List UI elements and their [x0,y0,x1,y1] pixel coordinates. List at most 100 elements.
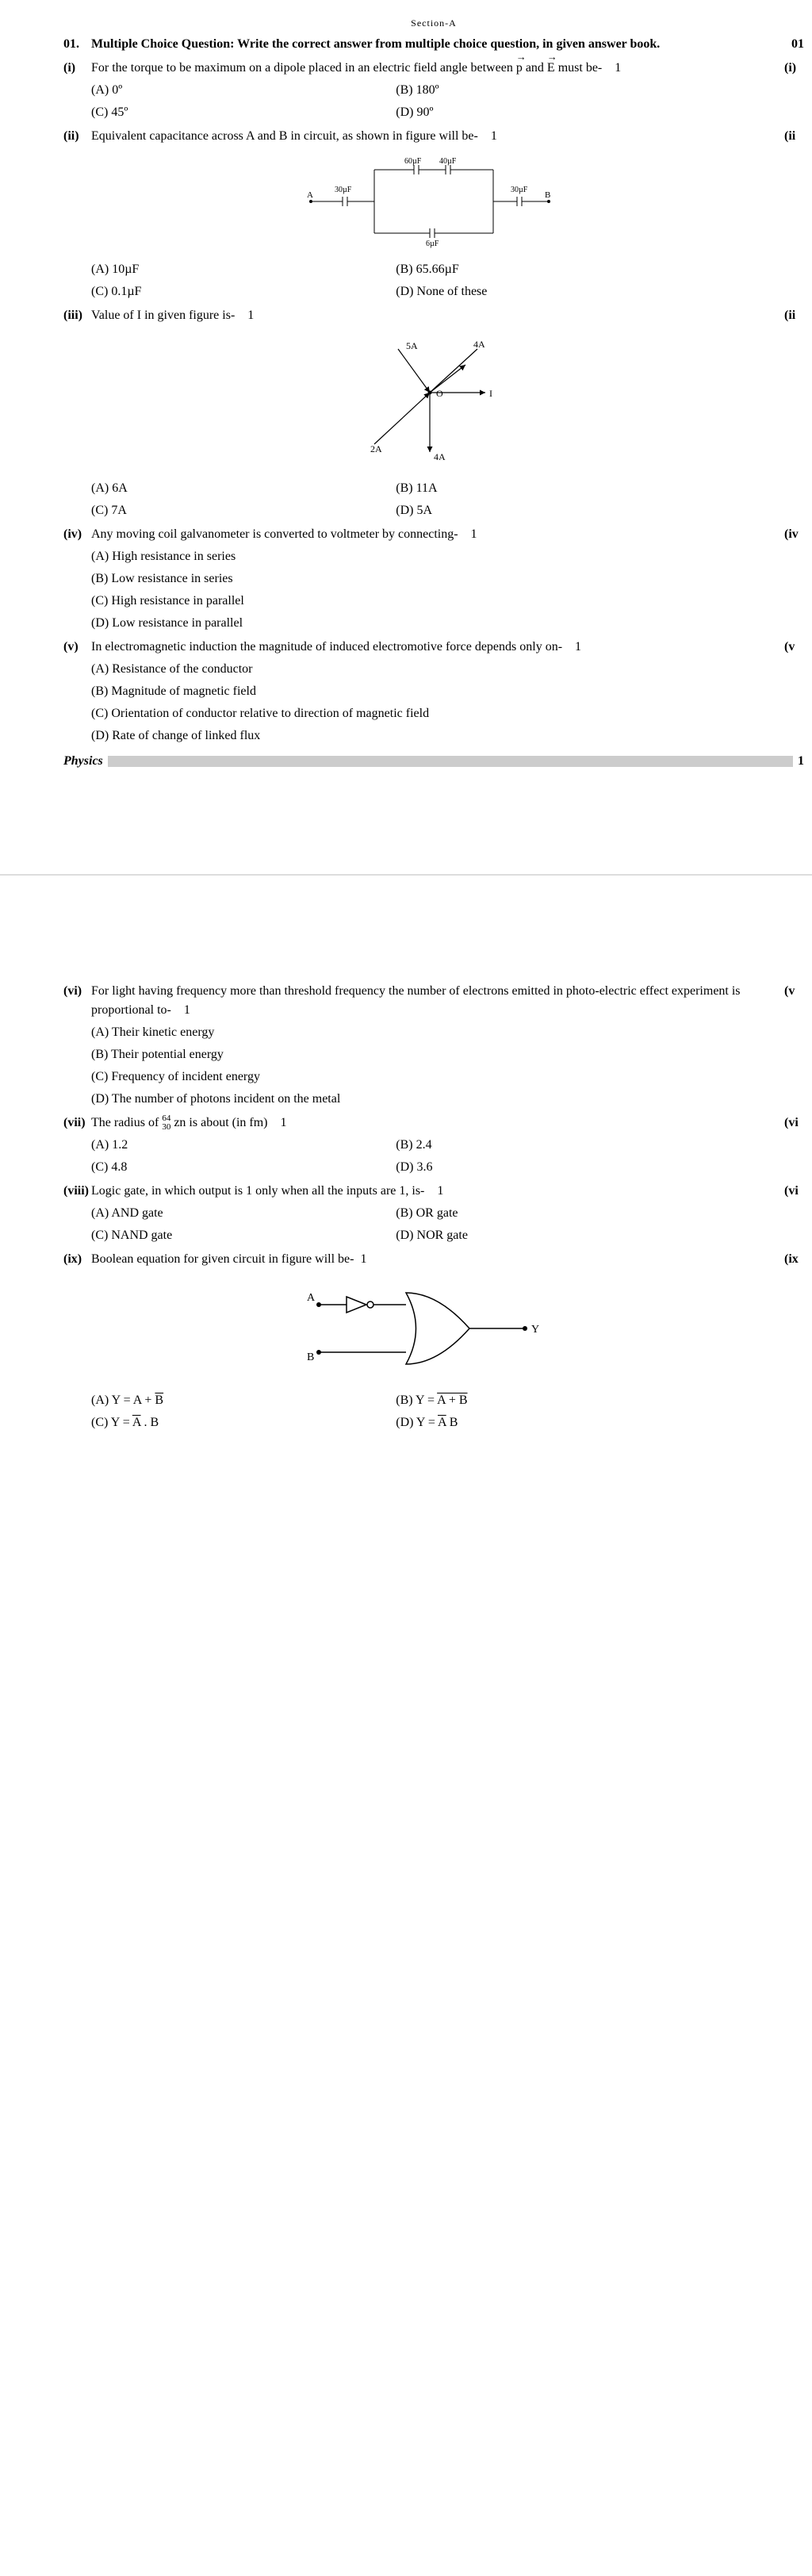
question-viii: (viii) Logic gate, in which output is 1 … [63,1182,804,1245]
q6-marks: 1 [184,1003,190,1017]
q4-opt-d: (D) Low resistance in parallel [91,614,768,633]
sub-num: (vi) [63,982,91,1109]
gate-svg: A B Y [303,1277,557,1380]
page-marks: 1 [798,752,804,771]
subject-label: Physics [63,752,103,771]
svg-text:40µF: 40µF [439,157,457,166]
svg-text:5A: 5A [406,340,418,351]
main-question-header: 01. Multiple Choice Question: Write the … [63,35,804,54]
q2-opt-d: (D) None of these [396,282,700,301]
svg-text:30µF: 30µF [511,186,528,194]
q6-opt-a: (A) Their kinetic energy [91,1023,768,1042]
q4-opt-b: (B) Low resistance in series [91,569,768,588]
svg-text:30µF: 30µF [335,186,352,194]
q4-text: Any moving coil galvanometer is converte… [91,527,458,541]
q9-opt-c: (C) Y = A . B [91,1413,396,1432]
q6-right: (v [784,982,804,1109]
sub-num: (v) [63,638,91,746]
question-ix: (ix) Boolean equation for given circuit … [63,1250,804,1432]
q2-opt-b: (B) 65.66µF [396,260,700,279]
q9-right: (ix [784,1250,804,1432]
circuit-svg: A B 30µF 60µF 40µF 30µF 6µF [303,154,557,249]
progress-bar [108,756,793,767]
question-iii: (iii) Value of I in given figure is- 1 [63,306,804,520]
q1-opt-c: (C) 45º [91,103,396,122]
q9-marks: 1 [360,1252,366,1266]
sub-num: (i) [63,59,91,122]
q6-opt-c: (C) Frequency of incident energy [91,1068,768,1087]
q1-text-c: must be- [558,61,603,75]
q4-opt-c: (C) High resistance in parallel [91,592,768,611]
q-number: 01. [63,35,91,54]
q7-opt-c: (C) 4.8 [91,1158,396,1177]
q8-marks: 1 [437,1184,443,1198]
q1-marks: 1 [615,61,621,75]
q7-text-b: zn is about (in fm) [174,1116,267,1129]
q2-text: Equivalent capacitance across A and B in… [91,129,478,143]
q4-opt-a: (A) High resistance in series [91,547,768,566]
svg-text:60µF: 60µF [404,157,422,166]
q8-right: (vi [784,1182,804,1245]
q7-opt-b: (B) 2.4 [396,1136,700,1155]
svg-text:I: I [489,388,492,399]
q1-text-a: For the torque to be maximum on a dipole… [91,61,516,75]
q3-marks: 1 [247,309,254,322]
page-break [63,771,804,977]
svg-text:B: B [307,1351,314,1363]
q-marks: 01 [791,35,804,54]
q8-text: Logic gate, in which output is 1 only wh… [91,1184,424,1198]
question-ii: (ii) Equivalent capacitance across A and… [63,127,804,301]
svg-text:4A: 4A [473,339,485,350]
q3-right: (ii [784,306,804,520]
q7-right: (vi [784,1114,804,1177]
svg-text:O: O [436,388,443,399]
sub-num: (viii) [63,1182,91,1245]
svg-text:B: B [545,190,550,200]
sub-num: (vii) [63,1114,91,1177]
svg-text:A: A [307,190,313,200]
q2-opt-c: (C) 0.1µF [91,282,396,301]
q5-opt-d: (D) Rate of change of linked flux [91,726,768,746]
q1-right: (i) [784,59,804,122]
q8-opt-c: (C) NAND gate [91,1226,396,1245]
q1-opt-b: (B) 180º [396,81,700,100]
q5-opt-c: (C) Orientation of conductor relative to… [91,704,768,723]
q3-opt-b: (B) 11A [396,479,700,498]
q1-text-b: and [526,61,547,75]
q9-opt-a: (A) Y = A + B [91,1391,396,1410]
q4-right: (iv [784,525,804,633]
svg-text:A: A [307,1292,316,1304]
current-node-figure: O 5A 4A I 2A 4A [91,333,768,468]
subject-bar: Physics 1 [63,752,804,771]
q6-opt-b: (B) Their potential energy [91,1045,768,1064]
q3-text: Value of I in given figure is- [91,309,235,322]
q2-right: (ii [784,127,804,301]
q8-opt-b: (B) OR gate [396,1204,700,1223]
logic-gate-figure: A B Y [91,1277,768,1380]
section-label: Section-A [411,17,457,29]
q7-opt-d: (D) 3.6 [396,1158,700,1177]
sub-num: (ix) [63,1250,91,1432]
q3-opt-c: (C) 7A [91,501,396,520]
question-vi: (vi) For light having frequency more tha… [63,982,804,1109]
current-svg: O 5A 4A I 2A 4A [343,333,517,468]
q1-opt-a: (A) 0º [91,81,396,100]
q5-opt-b: (B) Magnitude of magnetic field [91,682,768,701]
question-vii: (vii) The radius of 64 30 zn is about (i… [63,1114,804,1177]
q2-opt-a: (A) 10µF [91,260,396,279]
q9-opt-d: (D) Y = A B [396,1413,700,1432]
nuclide-sub: 30 [162,1123,170,1132]
q7-marks: 1 [281,1116,287,1129]
q5-marks: 1 [575,640,581,654]
question-iv: (iv) Any moving coil galvanometer is con… [63,525,804,633]
question-i: (i) For the torque to be maximum on a di… [63,59,804,122]
q5-text: In electromagnetic induction the magnitu… [91,640,562,654]
q-title: Multiple Choice Question: Write the corr… [91,35,776,54]
q7-text-a: The radius of [91,1116,162,1129]
sub-num: (iv) [63,525,91,633]
q2-marks: 1 [491,129,497,143]
vector-e: E [547,59,555,78]
q3-opt-a: (A) 6A [91,479,396,498]
q9-opt-b: (B) Y = A + B [396,1391,700,1410]
q8-opt-d: (D) NOR gate [396,1226,700,1245]
